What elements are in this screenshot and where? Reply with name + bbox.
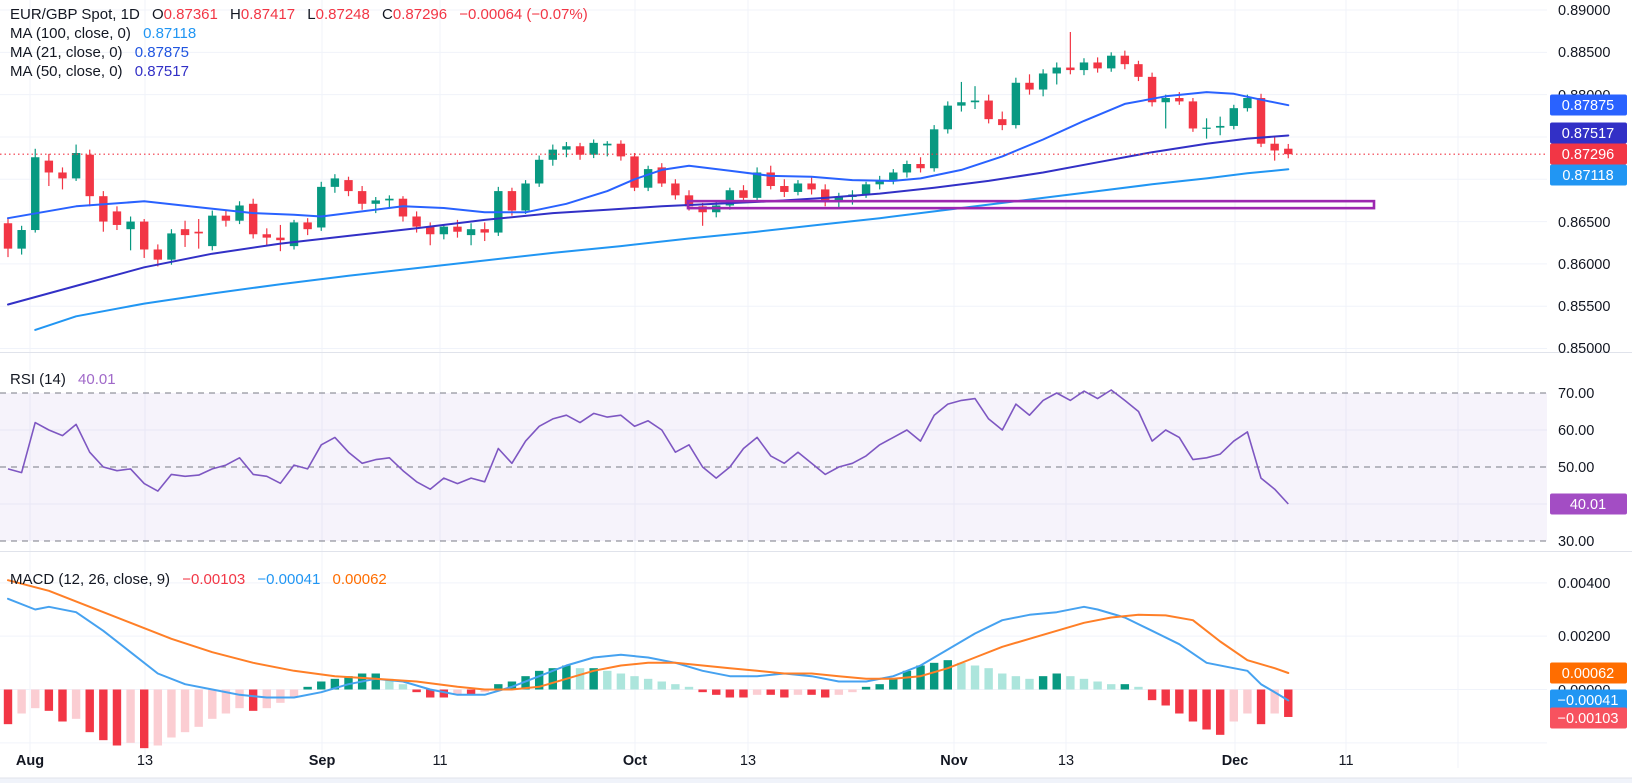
macd-legend-row[interactable]: MACD (12, 26, close, 9) −0.00103 −0.0004… [10, 570, 387, 589]
svg-text:0.89000: 0.89000 [1558, 3, 1610, 19]
svg-text:30.00: 30.00 [1558, 534, 1594, 550]
ohlc-open-label: O [151, 6, 164, 23]
ma50-legend-row[interactable]: MA (50, close, 0) 0.87517 [10, 62, 189, 81]
ma100-line [34, 168, 1290, 331]
macd-signal-line [7, 579, 1290, 691]
ohlc-low-label: L [307, 6, 316, 23]
ohlc-open-value: 0.87361 [163, 6, 218, 23]
svg-text:0.85500: 0.85500 [1558, 299, 1610, 315]
svg-text:Sep: Sep [309, 753, 336, 769]
svg-text:0.85000: 0.85000 [1558, 341, 1610, 357]
axis-badge [1550, 689, 1627, 711]
ma100-label[interactable]: MA (100, close, 0) [10, 25, 131, 42]
ma50-label[interactable]: MA (50, close, 0) [10, 63, 123, 80]
ma21-label[interactable]: MA (21, close, 0) [10, 44, 123, 61]
svg-text:0.87296: 0.87296 [1562, 147, 1614, 163]
ma100-legend-row[interactable]: MA (100, close, 0) 0.87118 [10, 24, 196, 43]
change-value: −0.00064 (−0.07%) [459, 6, 588, 23]
svg-text:Dec: Dec [1222, 753, 1249, 769]
candles [3, 32, 1293, 267]
symbol-legend-row[interactable]: EUR/GBP Spot, 1D O0.87361 H0.87417 L0.87… [10, 5, 588, 24]
axis-badge [1550, 94, 1627, 116]
macd-histogram [3, 660, 1293, 749]
rsi-value: 40.01 [78, 371, 116, 388]
svg-text:Aug: Aug [16, 753, 44, 769]
svg-text:Nov: Nov [940, 753, 967, 769]
svg-text:11: 11 [1338, 753, 1353, 769]
axis-badge [1550, 662, 1627, 684]
ma50-value: 0.87517 [134, 63, 189, 80]
rsi-line [7, 389, 1289, 505]
svg-text:50.00: 50.00 [1558, 460, 1594, 476]
axis-badge [1550, 122, 1627, 144]
svg-text:−0.00103: −0.00103 [1558, 711, 1619, 727]
svg-text:Oct: Oct [623, 753, 647, 769]
ma21-value: 0.87875 [134, 44, 189, 61]
svg-text:13: 13 [740, 753, 756, 769]
time-axis[interactable]: Aug 13 Sep 11 Oct 13 Nov 13 Dec 11 [16, 753, 1354, 769]
svg-text:60.00: 60.00 [1558, 423, 1594, 439]
macd-hist-value: −0.00103 [182, 571, 246, 588]
svg-text:0.87875: 0.87875 [1562, 98, 1614, 114]
axis-badge [1550, 707, 1627, 729]
symbol-title[interactable]: EUR/GBP Spot, 1D [10, 6, 140, 23]
macd-line-value: −0.00041 [257, 571, 321, 588]
axis-badge [1550, 143, 1627, 165]
ma50-line [7, 134, 1290, 306]
price-axis[interactable]: 0.890000.885000.880000.865000.860000.855… [1550, 3, 1627, 729]
ma100-value: 0.87118 [143, 25, 197, 42]
svg-text:0.86500: 0.86500 [1558, 215, 1610, 231]
svg-text:13: 13 [1058, 753, 1074, 769]
axis-badge [1550, 164, 1627, 186]
svg-text:70.00: 70.00 [1558, 386, 1594, 402]
ohlc-low-value: 0.87248 [315, 6, 370, 23]
svg-text:0.00400: 0.00400 [1558, 576, 1610, 592]
axis-badge [1550, 493, 1627, 515]
macd-signal-value: 0.00062 [332, 571, 387, 588]
ma21-legend-row[interactable]: MA (21, close, 0) 0.87875 [10, 43, 189, 62]
macd-label[interactable]: MACD (12, 26, close, 9) [10, 571, 171, 588]
ohlc-close-label: C [382, 6, 393, 23]
svg-text:11: 11 [432, 753, 447, 769]
svg-text:13: 13 [137, 753, 153, 769]
svg-text:40.01: 40.01 [1570, 497, 1606, 513]
rsi-legend-row[interactable]: RSI (14) 40.01 [10, 370, 116, 389]
svg-text:0.87517: 0.87517 [1562, 126, 1614, 142]
ohlc-high-value: 0.87417 [240, 6, 296, 23]
ohlc-high-label: H [230, 6, 241, 23]
svg-text:0.00200: 0.00200 [1558, 629, 1610, 645]
svg-text:0.00062: 0.00062 [1562, 666, 1614, 682]
ma21-line [7, 91, 1290, 220]
ohlc-close-value: 0.87296 [392, 6, 448, 23]
svg-text:0.88500: 0.88500 [1558, 45, 1610, 61]
svg-text:−0.00041: −0.00041 [1558, 693, 1619, 709]
svg-text:0.87118: 0.87118 [1562, 168, 1613, 184]
svg-text:0.86000: 0.86000 [1558, 257, 1610, 273]
purple-support-level[interactable] [686, 199, 1376, 210]
rsi-label[interactable]: RSI (14) [10, 371, 66, 388]
